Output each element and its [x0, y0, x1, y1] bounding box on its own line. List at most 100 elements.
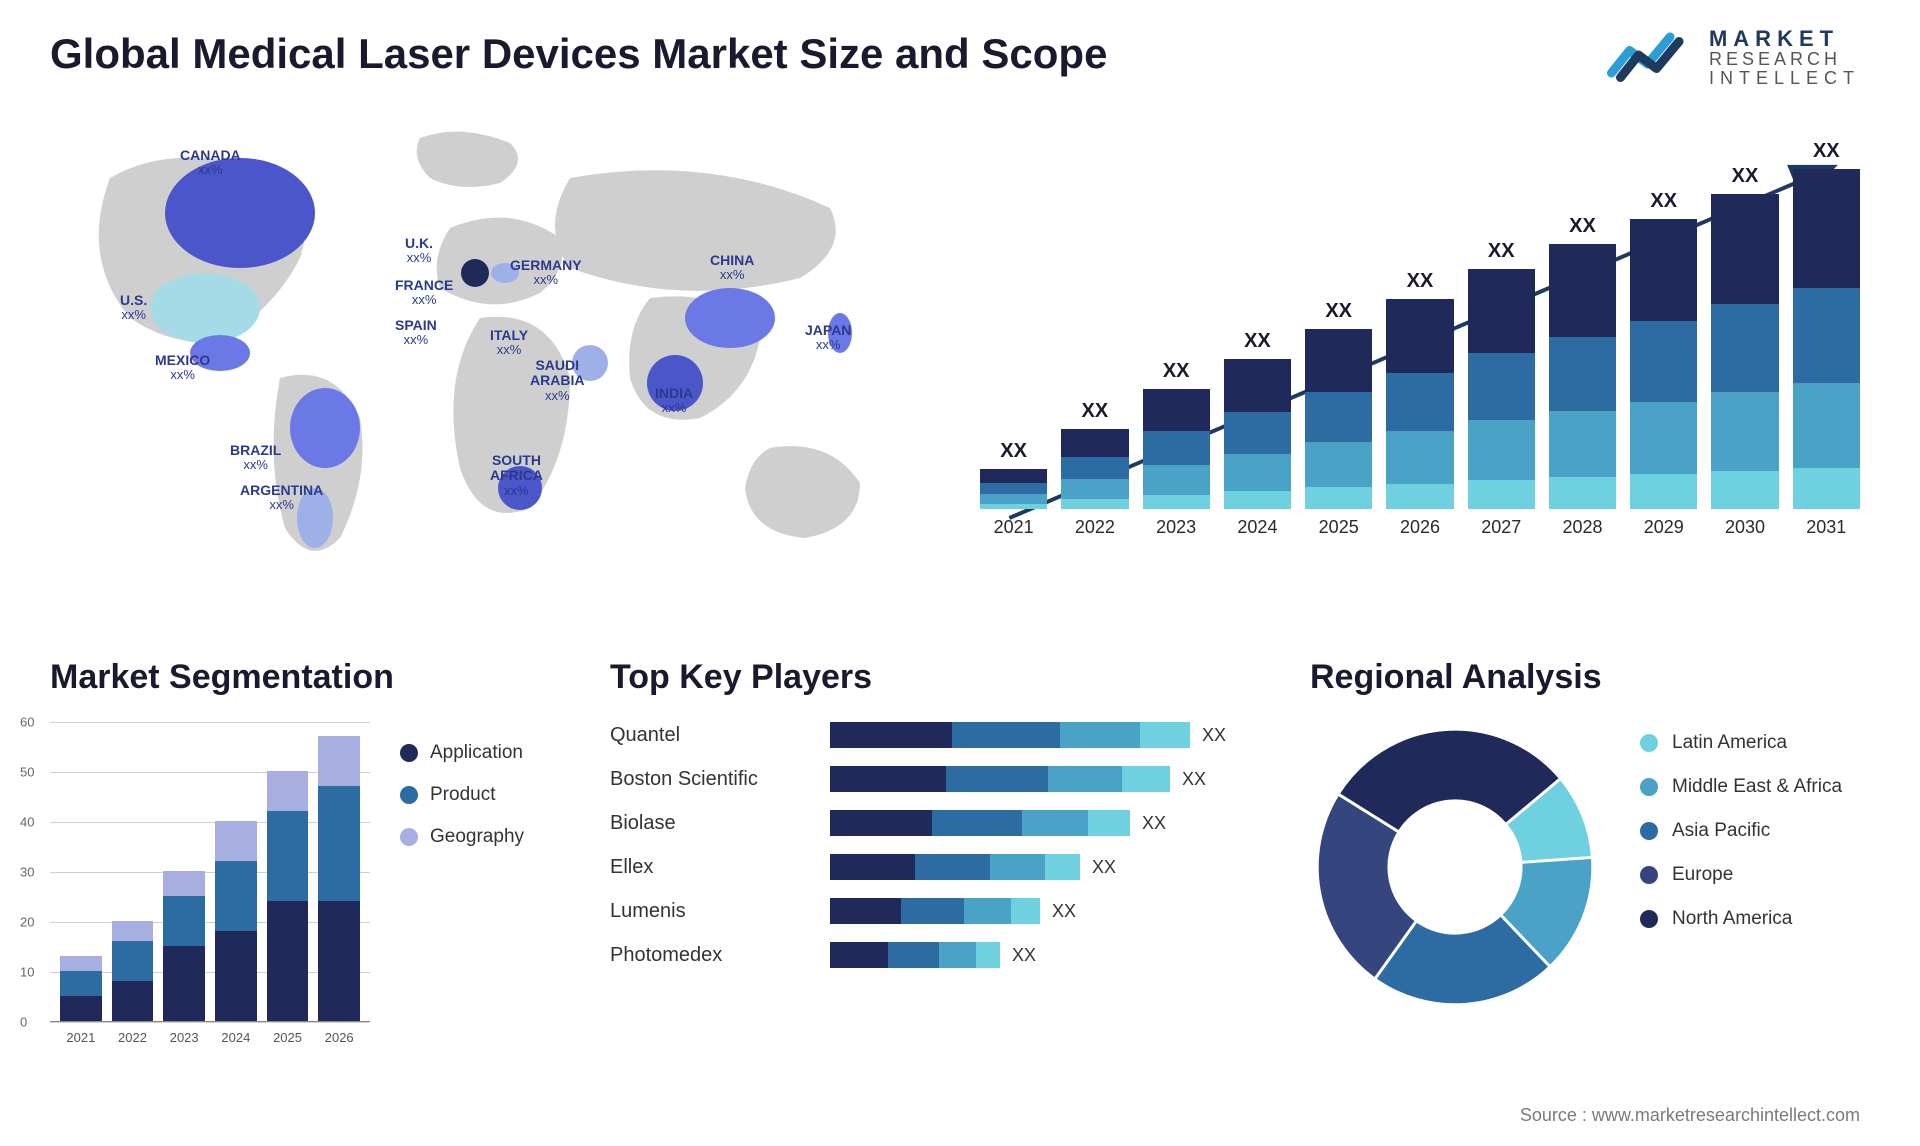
bar-value-label: XX — [1732, 165, 1759, 188]
bar-x-label: 2024 — [1237, 517, 1277, 538]
bar-value-label: XX — [1813, 140, 1840, 163]
map-label: SPAINxx% — [395, 318, 437, 348]
growth-bar: XX 2027 — [1468, 240, 1535, 538]
seg-legend-item: Application — [400, 742, 550, 764]
player-value: XX — [1092, 857, 1116, 878]
map-label: INDIAxx% — [655, 386, 693, 416]
growth-bar: XX2021 — [980, 440, 1047, 538]
seg-bar — [60, 956, 102, 1021]
seg-y-tick: 30 — [20, 865, 34, 880]
map-label: GERMANYxx% — [510, 258, 582, 288]
player-row: Lumenis XX — [610, 898, 1250, 924]
key-players-section: Top Key Players QuantelXXBoston Scientif… — [610, 658, 1250, 1022]
logo-mark-icon — [1607, 25, 1697, 90]
player-value: XX — [1182, 769, 1206, 790]
map-label: CHINAxx% — [710, 253, 754, 283]
bar-value-label: XX — [1488, 240, 1515, 263]
map-label: FRANCExx% — [395, 278, 453, 308]
player-value: XX — [1012, 945, 1036, 966]
seg-bar — [112, 921, 154, 1021]
segmentation-section: Market Segmentation 0102030405060 202120… — [50, 658, 550, 1022]
player-name: Boston Scientific — [610, 768, 810, 791]
player-row: Biolase XX — [610, 810, 1250, 836]
growth-bar: XX 2031 — [1793, 140, 1860, 538]
regional-donut — [1310, 722, 1600, 1012]
world-map: CANADAxx%U.S.xx%MEXICOxx%BRAZILxx%ARGENT… — [50, 118, 930, 618]
bar-value-label: XX — [1082, 400, 1109, 423]
bar-value-label: XX — [1163, 360, 1190, 383]
player-row: Quantel XX — [610, 722, 1250, 748]
growth-chart: XX2021XX2022XX2023XX2024XX2025XX2026XX20… — [970, 118, 1870, 618]
player-name: Photomedex — [610, 944, 810, 967]
seg-bar — [267, 771, 309, 1021]
seg-y-tick: 40 — [20, 815, 34, 830]
bar-x-label: 2029 — [1644, 517, 1684, 538]
player-name: Quantel — [610, 724, 810, 747]
logo-text-1: MARKET — [1709, 27, 1860, 50]
seg-x-label: 2023 — [163, 1030, 205, 1045]
map-label: SAUDIARABIAxx% — [530, 358, 584, 403]
seg-legend-item: Product — [400, 784, 550, 806]
regional-legend-item: Asia Pacific — [1640, 820, 1870, 842]
bar-x-label: 2027 — [1481, 517, 1521, 538]
seg-y-tick: 20 — [20, 915, 34, 930]
seg-x-label: 2021 — [60, 1030, 102, 1045]
growth-bar: XX2024 — [1224, 330, 1291, 538]
bar-x-label: 2021 — [994, 517, 1034, 538]
growth-bar: XX2025 — [1305, 300, 1372, 538]
growth-bar: XX2029 — [1630, 190, 1697, 538]
map-label: ARGENTINAxx% — [240, 483, 323, 513]
seg-bar — [215, 821, 257, 1021]
seg-bar — [163, 871, 205, 1021]
logo-text-2: RESEARCH — [1709, 50, 1860, 69]
regional-legend-item: Europe — [1640, 864, 1870, 886]
map-label: JAPANxx% — [805, 323, 851, 353]
regional-legend-item: Middle East & Africa — [1640, 776, 1870, 798]
map-label: CANADAxx% — [180, 148, 241, 178]
growth-bar: XX 2023 — [1143, 360, 1210, 538]
regional-title: Regional Analysis — [1310, 658, 1870, 697]
bar-value-label: XX — [1407, 270, 1434, 293]
player-value: XX — [1142, 813, 1166, 834]
seg-x-label: 2022 — [112, 1030, 154, 1045]
player-row: Photomedex XX — [610, 942, 1250, 968]
player-name: Lumenis — [610, 900, 810, 923]
seg-x-label: 2024 — [215, 1030, 257, 1045]
player-row: Ellex XX — [610, 854, 1250, 880]
seg-bar — [318, 736, 360, 1021]
player-value: XX — [1052, 901, 1076, 922]
player-row: Boston Scientific XX — [610, 766, 1250, 792]
growth-bar: XX 2028 — [1549, 215, 1616, 538]
regional-legend-item: Latin America — [1640, 732, 1870, 754]
seg-x-label: 2025 — [267, 1030, 309, 1045]
bar-x-label: 2023 — [1156, 517, 1196, 538]
key-players-title: Top Key Players — [610, 658, 1250, 697]
bar-x-label: 2025 — [1319, 517, 1359, 538]
source-caption: Source : www.marketresearchintellect.com — [1520, 1105, 1860, 1126]
map-label: BRAZILxx% — [230, 443, 281, 473]
growth-bar: XX 2026 — [1386, 270, 1453, 538]
regional-section: Regional Analysis Latin America Middle Ea… — [1310, 658, 1870, 1022]
bar-x-label: 2022 — [1075, 517, 1115, 538]
seg-x-label: 2026 — [318, 1030, 360, 1045]
seg-y-tick: 50 — [20, 765, 34, 780]
regional-legend-item: North America — [1640, 908, 1870, 930]
segmentation-title: Market Segmentation — [50, 658, 550, 697]
map-label: U.K.xx% — [405, 236, 433, 266]
logo-text-3: INTELLECT — [1709, 69, 1860, 88]
player-value: XX — [1202, 725, 1226, 746]
seg-y-tick: 0 — [20, 1015, 27, 1030]
seg-legend-item: Geography — [400, 826, 550, 848]
bar-x-label: 2028 — [1562, 517, 1602, 538]
map-label: MEXICOxx% — [155, 353, 210, 383]
map-label: ITALYxx% — [490, 328, 528, 358]
bar-x-label: 2031 — [1806, 517, 1846, 538]
player-name: Biolase — [610, 812, 810, 835]
player-name: Ellex — [610, 856, 810, 879]
seg-y-tick: 60 — [20, 715, 34, 730]
bar-value-label: XX — [1569, 215, 1596, 238]
growth-bar: XX2030 — [1711, 165, 1778, 538]
map-label: SOUTHAFRICAxx% — [490, 453, 543, 498]
bar-x-label: 2026 — [1400, 517, 1440, 538]
growth-bar: XX 2022 — [1061, 400, 1128, 538]
